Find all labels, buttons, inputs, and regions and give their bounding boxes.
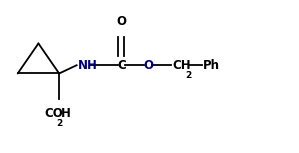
Text: 2: 2 — [56, 119, 62, 128]
Text: 2: 2 — [185, 71, 192, 80]
Text: NH: NH — [78, 59, 98, 72]
Text: H: H — [61, 107, 71, 120]
Text: O: O — [116, 15, 126, 28]
Text: Ph: Ph — [203, 59, 220, 72]
Text: O: O — [143, 59, 153, 72]
Text: CH: CH — [173, 59, 191, 72]
Text: C: C — [117, 59, 126, 72]
Text: CO: CO — [44, 107, 63, 120]
